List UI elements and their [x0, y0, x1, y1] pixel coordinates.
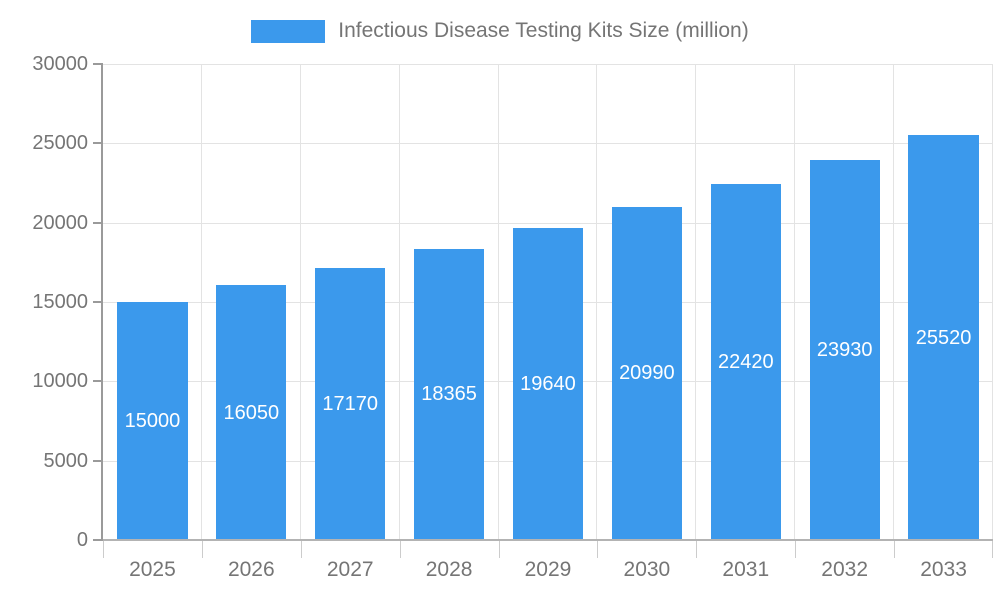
y-axis-tick	[93, 539, 103, 541]
bar-value-label: 23930	[816, 339, 873, 362]
y-axis-tick	[93, 380, 103, 383]
x-tick-label: 2030	[623, 558, 671, 581]
y-tick-label: 0	[76, 529, 88, 551]
legend-color-swatch	[251, 19, 326, 43]
horizontal-gridline	[103, 143, 993, 145]
x-axis-tick	[992, 541, 993, 558]
x-tick-label: 2027	[326, 558, 374, 581]
legend-label: Infectious Disease Testing Kits Size (mi…	[338, 19, 749, 42]
y-tick-label: 20000	[32, 211, 88, 234]
x-axis-tick	[399, 541, 401, 558]
x-tick-label: 2028	[425, 558, 473, 581]
bar-value-label: 25520	[915, 326, 972, 349]
bar-value-label: 20990	[619, 362, 675, 385]
vertical-gridline	[596, 64, 598, 540]
x-tick-label: 2029	[524, 558, 572, 581]
horizontal-gridline	[103, 64, 993, 65]
vertical-gridline	[497, 64, 499, 540]
x-axis-tick	[201, 541, 203, 558]
y-tick-label: 10000	[32, 370, 88, 393]
y-axis-tick	[93, 301, 103, 303]
x-axis-tick	[894, 541, 896, 558]
bar-value-label: 19640	[520, 373, 576, 396]
bar-2028[interactable]	[414, 248, 485, 540]
bar-value-label: 15000	[124, 410, 181, 432]
vertical-gridline	[893, 64, 895, 540]
x-axis-tick	[103, 541, 104, 558]
y-tick-label: 5000	[43, 449, 89, 472]
bar-value-label: 18365	[421, 383, 477, 406]
vertical-gridline	[794, 64, 796, 540]
x-tick-label: 2031	[722, 558, 770, 581]
y-tick-label: 30000	[32, 53, 88, 75]
x-tick-label: 2025	[129, 558, 176, 581]
y-tick-label: 15000	[32, 291, 88, 313]
plot-area: 15000 16050 17170 18365 19640 20990 22420 23930…	[103, 64, 993, 540]
bar-2033[interactable]	[908, 135, 979, 540]
y-axis-tick	[93, 459, 103, 462]
x-axis-line	[93, 539, 993, 541]
bar-2030[interactable]	[611, 206, 682, 540]
vertical-gridline	[299, 64, 301, 540]
x-axis-tick	[300, 541, 302, 558]
x-axis-tick	[597, 541, 599, 558]
bar-value-label: 17170	[322, 392, 379, 415]
y-axis-tick	[93, 221, 103, 224]
vertical-gridline	[200, 64, 202, 540]
vertical-gridline	[992, 64, 993, 540]
bar-2025[interactable]	[117, 302, 188, 540]
x-axis-tick	[795, 541, 797, 558]
y-axis-tick	[93, 142, 103, 145]
vertical-gridline	[398, 64, 400, 540]
horizontal-gridline	[103, 222, 993, 224]
x-tick-label: 2026	[227, 558, 275, 581]
y-tick-label: 25000	[32, 132, 88, 155]
bar-2032[interactable]	[809, 160, 880, 540]
x-axis-tick	[696, 541, 698, 558]
bar-2027[interactable]	[315, 267, 386, 540]
bar-value-label: 22420	[717, 351, 774, 374]
legend[interactable]: Infectious Disease Testing Kits Size (mi…	[0, 17, 1000, 45]
bar-2029[interactable]	[512, 228, 584, 540]
y-axis-tick	[93, 63, 103, 65]
x-tick-label: 2033	[920, 558, 967, 581]
vertical-gridline	[695, 64, 697, 540]
bar-2026[interactable]	[216, 285, 287, 540]
x-axis-tick	[498, 541, 500, 558]
bar-2031[interactable]	[710, 184, 781, 540]
bar-value-label: 16050	[223, 401, 280, 424]
x-tick-label: 2032	[821, 558, 869, 581]
